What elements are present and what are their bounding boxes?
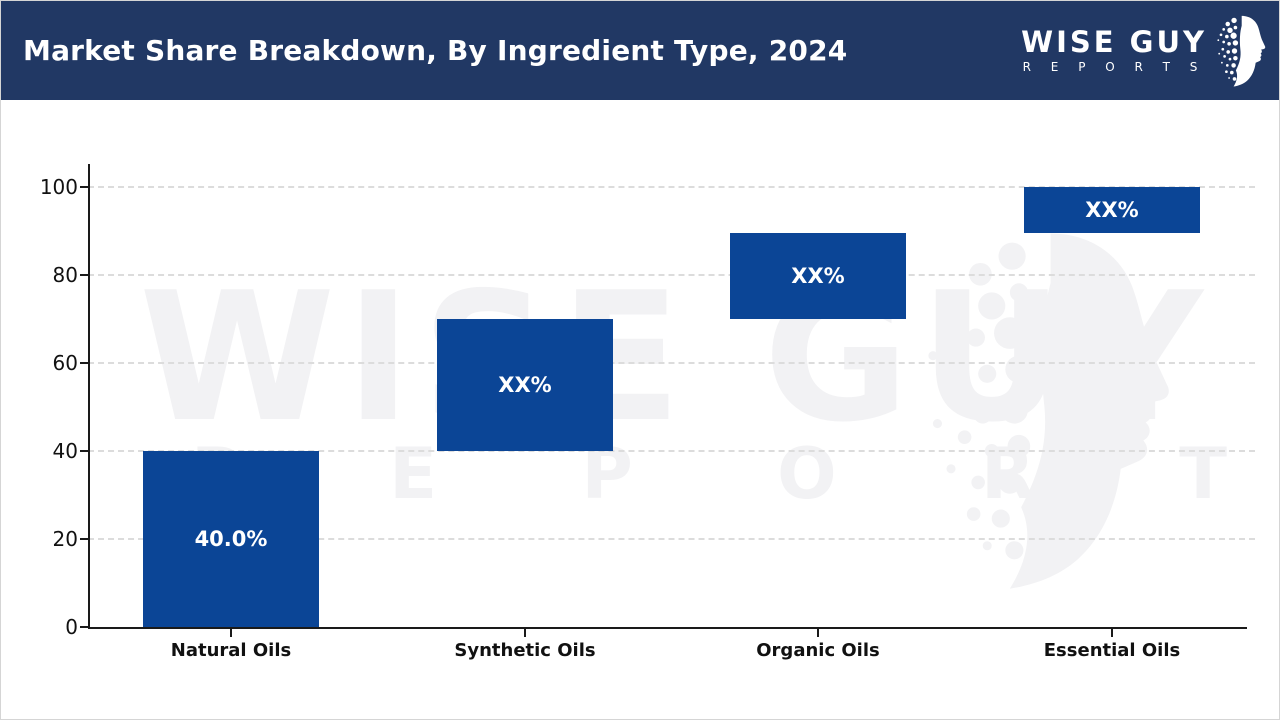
wise-guy-reports-logo: WISE GUY R E P O R T S — [1021, 15, 1267, 87]
y-tick-mark-20 — [80, 538, 88, 540]
bar-natural-oils: 40.0% — [143, 451, 319, 627]
y-tick-mark-80 — [80, 274, 88, 276]
bar-organic-oils: XX% — [730, 233, 906, 319]
gridline-20 — [88, 538, 1255, 540]
logo-subtitle: R E P O R T S — [1022, 60, 1206, 74]
bar-value-label: XX% — [791, 264, 845, 289]
y-tick-mark-100 — [80, 186, 88, 188]
y-tick-mark-60 — [80, 362, 88, 364]
y-tick-label-0: 0 — [65, 615, 78, 639]
bar-value-label: XX% — [498, 373, 552, 397]
y-tick-label-40: 40 — [52, 439, 78, 463]
y-tick-label-20: 20 — [52, 527, 78, 551]
x-tick-mark-2 — [817, 629, 819, 637]
bar-synthetic-oils: XX% — [437, 319, 613, 451]
x-axis-spine — [88, 627, 1247, 629]
y-tick-label-100: 100 — [39, 175, 78, 199]
x-tick-mark-0 — [230, 629, 232, 637]
gridline-60 — [88, 362, 1255, 364]
x-tick-label-3: Essential Oils — [1043, 640, 1181, 661]
logo-face-icon — [1211, 15, 1267, 87]
x-tick-mark-3 — [1111, 629, 1113, 637]
bar-value-label: 40.0% — [194, 527, 268, 551]
x-tick-label-0: Natural Oils — [170, 640, 292, 661]
y-tick-mark-0 — [80, 626, 88, 628]
y-tick-label-60: 60 — [52, 351, 78, 375]
watermark-text-line1: WISE GUY — [139, 254, 1213, 461]
x-tick-label-1: Synthetic Oils — [454, 640, 596, 661]
chart-title: Market Share Breakdown, By Ingredient Ty… — [23, 34, 848, 67]
x-tick-mark-1 — [524, 629, 526, 637]
y-axis-spine — [88, 164, 90, 629]
bar-essential-oils: XX% — [1024, 187, 1200, 234]
gridline-100 — [88, 186, 1255, 188]
logo-wordmark: WISE GUY — [1021, 25, 1207, 59]
y-tick-mark-40 — [80, 450, 88, 452]
y-tick-label-80: 80 — [52, 263, 78, 287]
gridline-80 — [88, 274, 1255, 276]
x-tick-label-2: Organic Oils — [756, 640, 880, 661]
header-bar: Market Share Breakdown, By Ingredient Ty… — [1, 1, 1279, 100]
gridline-40 — [88, 450, 1255, 452]
bar-value-label: XX% — [1085, 198, 1139, 223]
watermark-face-icon — [901, 229, 1173, 591]
